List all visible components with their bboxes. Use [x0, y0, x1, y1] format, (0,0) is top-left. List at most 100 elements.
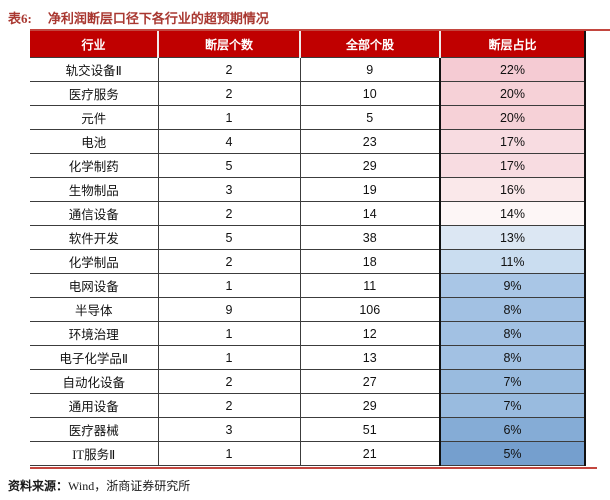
header-gap-ratio: 断层占比	[439, 31, 586, 58]
industry-cell: 半导体	[30, 297, 159, 322]
all-stocks-cell: 13	[300, 345, 441, 370]
header-industry: 行业	[30, 31, 159, 58]
table-number-label: 表6:	[8, 11, 32, 26]
gap-count-cell: 5	[158, 225, 301, 250]
gap-ratio-cell: 17%	[439, 129, 586, 154]
gap-count-cell: 1	[158, 321, 301, 346]
gap-ratio-cell: 7%	[439, 369, 586, 394]
top-rule	[30, 29, 610, 31]
industry-cell: 化学制品	[30, 249, 159, 274]
all-stocks-cell: 21	[300, 441, 441, 466]
gap-ratio-cell: 20%	[439, 105, 586, 130]
industry-cell: 软件开发	[30, 225, 159, 250]
all-stocks-cell: 10	[300, 81, 441, 106]
table-row: 通信设备 2 14 14%	[30, 201, 586, 226]
table-row: 软件开发 5 38 13%	[30, 225, 586, 250]
table-row: 电子化学品Ⅱ 1 13 8%	[30, 345, 586, 370]
all-stocks-cell: 12	[300, 321, 441, 346]
industry-cell: 通用设备	[30, 393, 159, 418]
gap-count-cell: 3	[158, 177, 301, 202]
gap-ratio-cell: 22%	[439, 57, 586, 82]
table-row: 半导体 9 106 8%	[30, 297, 586, 322]
gap-ratio-cell: 8%	[439, 345, 586, 370]
gap-count-cell: 5	[158, 153, 301, 178]
gap-ratio-cell: 17%	[439, 153, 586, 178]
industry-cell: 自动化设备	[30, 369, 159, 394]
gap-count-cell: 1	[158, 273, 301, 298]
source-note: 资料来源：Wind，浙商证券研究所	[8, 477, 190, 494]
gap-ratio-cell: 13%	[439, 225, 586, 250]
all-stocks-cell: 51	[300, 417, 441, 442]
gap-ratio-cell: 14%	[439, 201, 586, 226]
source-label: 资料来源：	[8, 479, 69, 493]
industry-cell: 化学制药	[30, 153, 159, 178]
all-stocks-cell: 14	[300, 201, 441, 226]
gap-count-cell: 2	[158, 249, 301, 274]
industry-cell: 生物制品	[30, 177, 159, 202]
gap-count-cell: 3	[158, 417, 301, 442]
table-row: 元件 1 5 20%	[30, 105, 586, 130]
all-stocks-cell: 18	[300, 249, 441, 274]
gap-ratio-cell: 8%	[439, 297, 586, 322]
industry-cell: 医疗器械	[30, 417, 159, 442]
gap-ratio-cell: 20%	[439, 81, 586, 106]
all-stocks-cell: 5	[300, 105, 441, 130]
bottom-rule	[30, 467, 597, 469]
table-row: 环境治理 1 12 8%	[30, 321, 586, 346]
table-title: 表6: 净利润断层口径下各行业的超预期情况	[8, 8, 269, 27]
industry-cell: 环境治理	[30, 321, 159, 346]
industry-cell: 电子化学品Ⅱ	[30, 345, 159, 370]
gap-ratio-cell: 5%	[439, 441, 586, 466]
all-stocks-cell: 29	[300, 393, 441, 418]
gap-ratio-cell: 8%	[439, 321, 586, 346]
gap-ratio-cell: 9%	[439, 273, 586, 298]
table-row: 电网设备 1 11 9%	[30, 273, 586, 298]
table-row: 通用设备 2 29 7%	[30, 393, 586, 418]
industry-cell: 轨交设备Ⅱ	[30, 57, 159, 82]
all-stocks-cell: 9	[300, 57, 441, 82]
table-row: 轨交设备Ⅱ 2 9 22%	[30, 57, 586, 82]
gap-count-cell: 1	[158, 441, 301, 466]
header-gap-count: 断层个数	[158, 31, 301, 58]
gap-count-cell: 4	[158, 129, 301, 154]
gap-count-cell: 9	[158, 297, 301, 322]
gap-count-cell: 1	[158, 105, 301, 130]
table-row: 电池 4 23 17%	[30, 129, 586, 154]
industry-cell: 电网设备	[30, 273, 159, 298]
gap-count-cell: 2	[158, 57, 301, 82]
industry-cell: 医疗服务	[30, 81, 159, 106]
all-stocks-cell: 38	[300, 225, 441, 250]
header-all-stocks: 全部个股	[300, 31, 441, 58]
table-body: 轨交设备Ⅱ 2 9 22% 医疗服务 2 10 20% 元件 1 5 20% 电池 4 23 17% 化学制药 5…	[30, 57, 586, 466]
gap-ratio-cell: 6%	[439, 417, 586, 442]
industry-cell: 电池	[30, 129, 159, 154]
gap-count-cell: 2	[158, 369, 301, 394]
industry-cell: 通信设备	[30, 201, 159, 226]
gap-count-cell: 1	[158, 345, 301, 370]
table-row: IT服务Ⅱ 1 21 5%	[30, 441, 586, 466]
table-caption: 净利润断层口径下各行业的超预期情况	[47, 11, 269, 26]
source-text: Wind，浙商证券研究所	[68, 479, 191, 493]
industry-cell: IT服务Ⅱ	[30, 441, 159, 466]
table-row: 生物制品 3 19 16%	[30, 177, 586, 202]
table-header-row: 行业 断层个数 全部个股 断层占比	[30, 31, 586, 58]
all-stocks-cell: 106	[300, 297, 441, 322]
all-stocks-cell: 19	[300, 177, 441, 202]
gap-ratio-cell: 7%	[439, 393, 586, 418]
table-row: 化学制品 2 18 11%	[30, 249, 586, 274]
gap-ratio-cell: 16%	[439, 177, 586, 202]
all-stocks-cell: 11	[300, 273, 441, 298]
industry-cell: 元件	[30, 105, 159, 130]
table-row: 化学制药 5 29 17%	[30, 153, 586, 178]
table-row: 医疗服务 2 10 20%	[30, 81, 586, 106]
gap-ratio-cell: 11%	[439, 249, 586, 274]
all-stocks-cell: 29	[300, 153, 441, 178]
table-row: 自动化设备 2 27 7%	[30, 369, 586, 394]
gap-count-cell: 2	[158, 201, 301, 226]
all-stocks-cell: 23	[300, 129, 441, 154]
table-row: 医疗器械 3 51 6%	[30, 417, 586, 442]
industry-overexpectation-table: 行业 断层个数 全部个股 断层占比 轨交设备Ⅱ 2 9 22% 医疗服务 2 10 20% 元件…	[30, 31, 586, 466]
all-stocks-cell: 27	[300, 369, 441, 394]
gap-count-cell: 2	[158, 393, 301, 418]
gap-count-cell: 2	[158, 81, 301, 106]
